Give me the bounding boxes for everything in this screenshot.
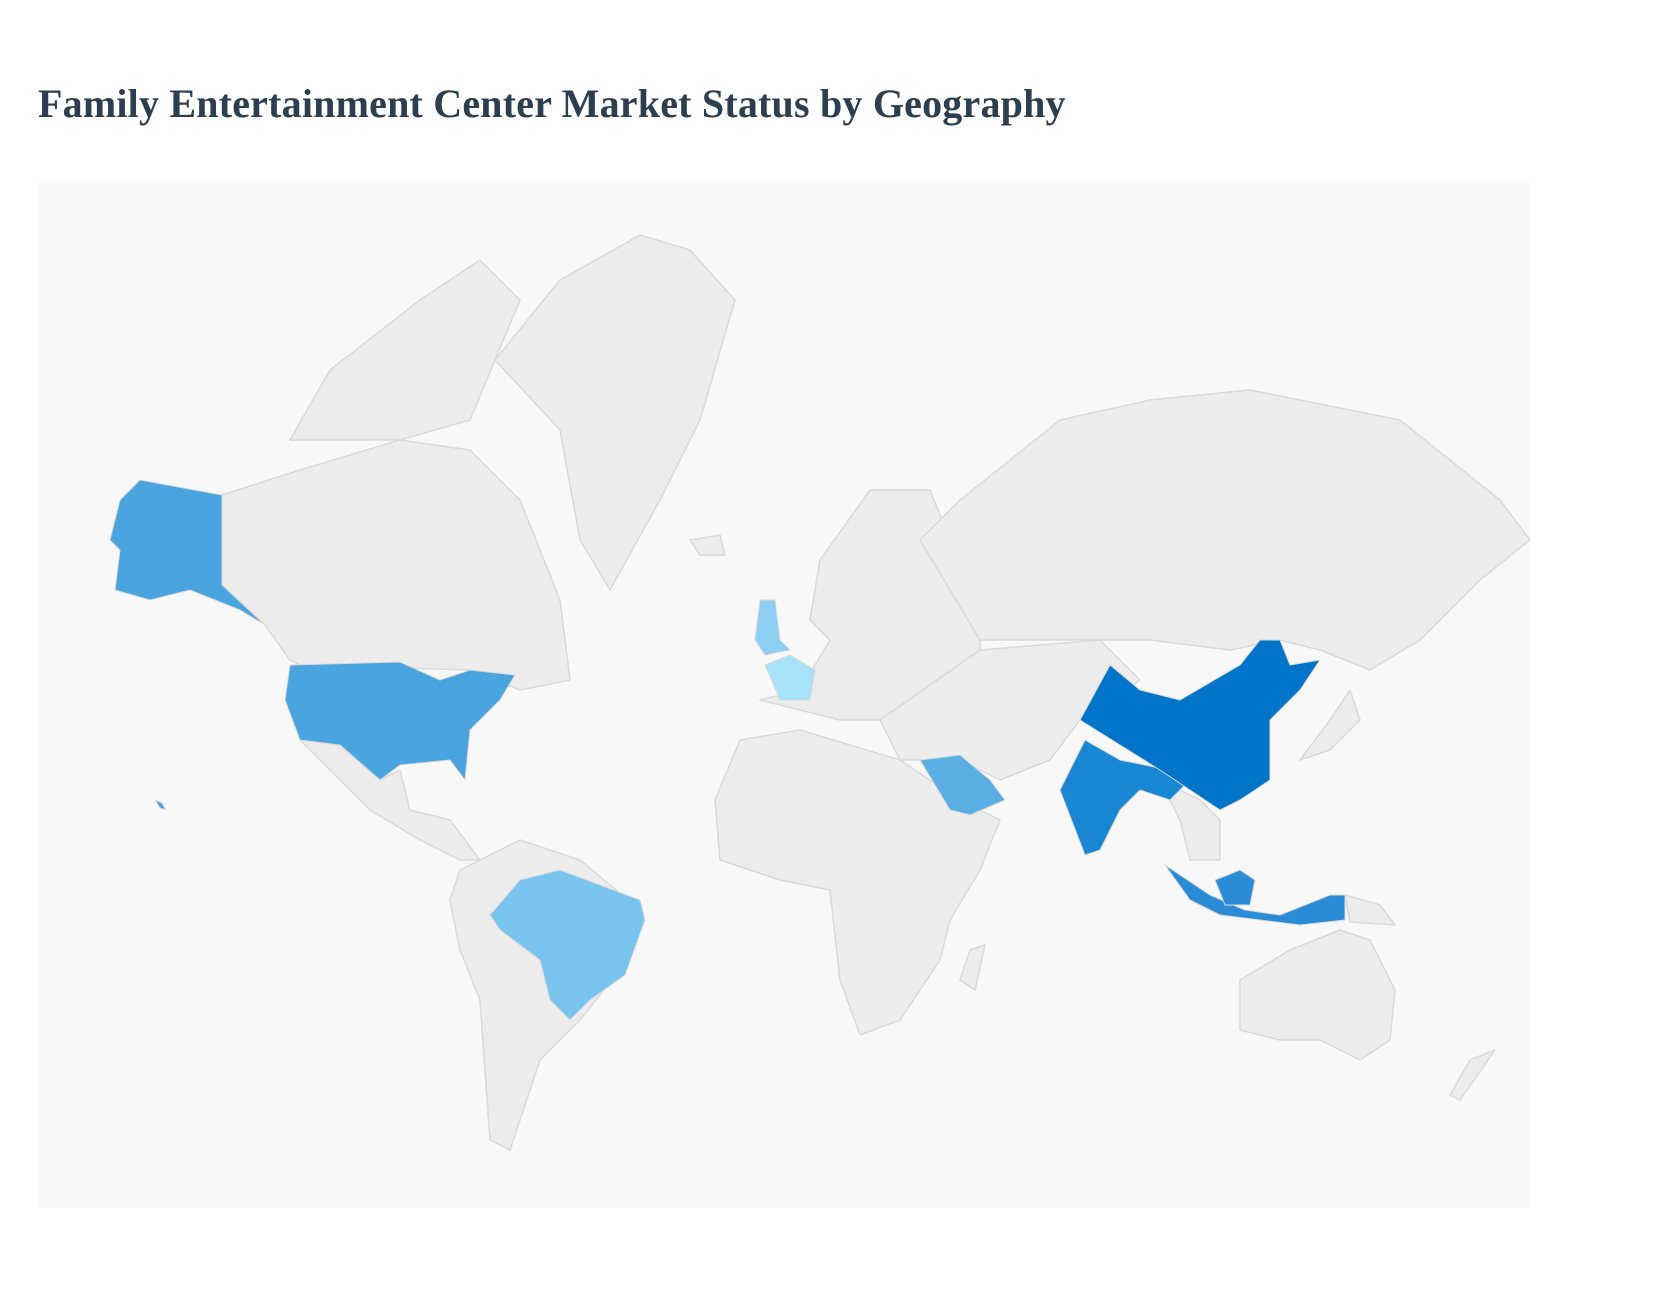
country-indonesia[interactable] xyxy=(1164,864,1346,926)
country-usa[interactable] xyxy=(284,661,516,781)
madagascar xyxy=(959,944,986,991)
africa xyxy=(714,729,1001,1036)
base-land xyxy=(221,234,1530,1151)
page-title: Family Entertainment Center Market Statu… xyxy=(38,81,1066,126)
southeast-asia xyxy=(1159,779,1221,861)
japan xyxy=(1299,689,1361,761)
country-saudi-arabia[interactable] xyxy=(919,754,1006,816)
country-france[interactable] xyxy=(764,654,816,701)
arctic-islands xyxy=(289,259,521,441)
country-indonesia-borneo[interactable] xyxy=(1214,869,1256,906)
country-brazil[interactable] xyxy=(489,869,646,1021)
country-usa-hawaii[interactable] xyxy=(154,799,167,811)
greenland xyxy=(494,234,736,591)
country-united-kingdom[interactable] xyxy=(754,599,791,656)
country-india[interactable] xyxy=(1059,739,1201,856)
world-map-svg[interactable] xyxy=(38,183,1530,1208)
canada xyxy=(221,439,571,691)
australia xyxy=(1239,929,1396,1061)
world-map[interactable] xyxy=(38,183,1530,1208)
highlighted-countries[interactable] xyxy=(109,479,1346,1021)
new-zealand xyxy=(1449,1049,1496,1101)
russia xyxy=(919,389,1530,671)
country-china[interactable] xyxy=(1079,639,1321,811)
country-usa-alaska[interactable] xyxy=(109,479,266,626)
papua-new-guinea xyxy=(1344,894,1396,926)
iceland xyxy=(689,534,726,556)
